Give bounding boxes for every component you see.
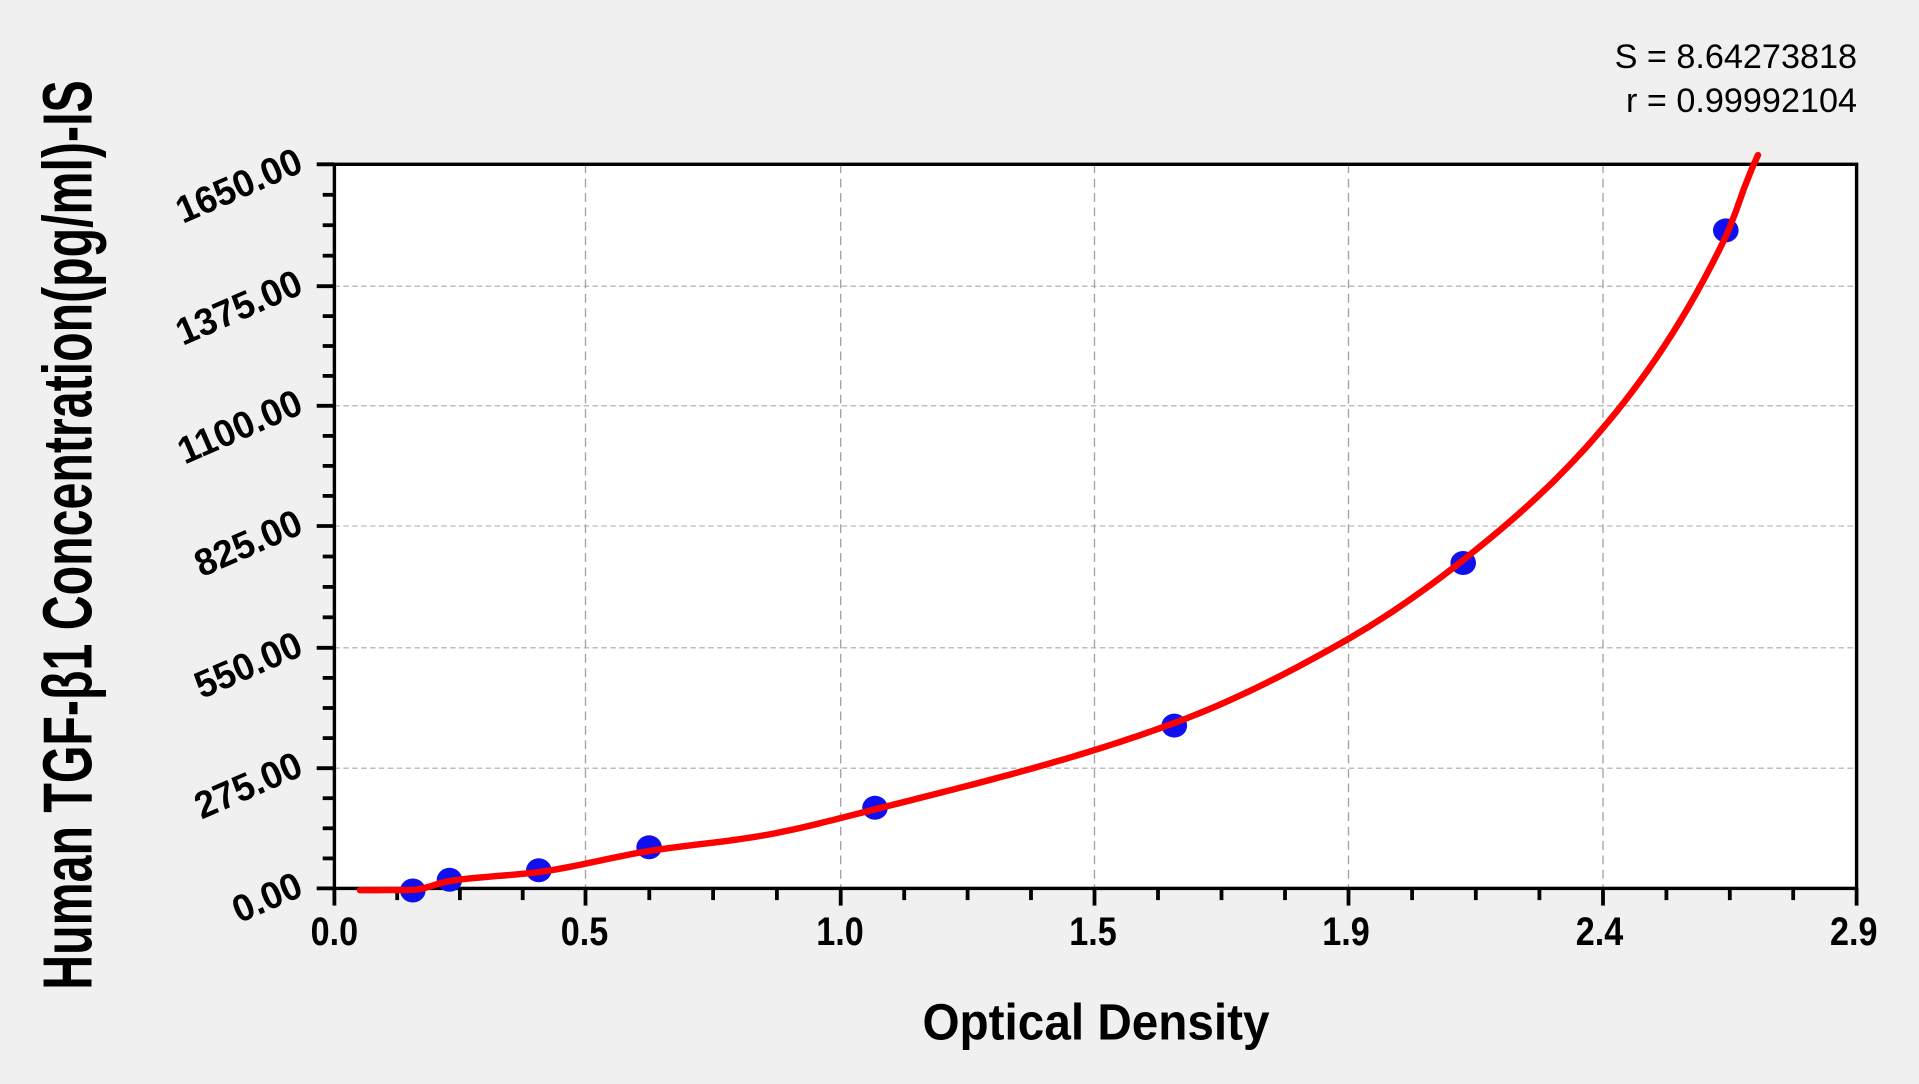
svg-text:1.5: 1.5 bbox=[1069, 910, 1116, 954]
svg-text:0.0: 0.0 bbox=[311, 910, 358, 954]
svg-text:0.5: 0.5 bbox=[561, 910, 608, 954]
svg-text:1.0: 1.0 bbox=[816, 910, 863, 954]
svg-text:Human TGF-β1 Concentration(pg/: Human TGF-β1 Concentration(pg/ml)-IS bbox=[29, 80, 107, 989]
svg-text:Optical Density: Optical Density bbox=[922, 994, 1270, 1051]
svg-text:2.9: 2.9 bbox=[1830, 910, 1877, 954]
svg-text:1.9: 1.9 bbox=[1322, 910, 1369, 954]
svg-text:r = 0.99992104: r = 0.99992104 bbox=[1626, 82, 1857, 120]
svg-text:S = 8.64273818: S = 8.64273818 bbox=[1615, 38, 1857, 76]
svg-text:2.4: 2.4 bbox=[1576, 910, 1624, 954]
